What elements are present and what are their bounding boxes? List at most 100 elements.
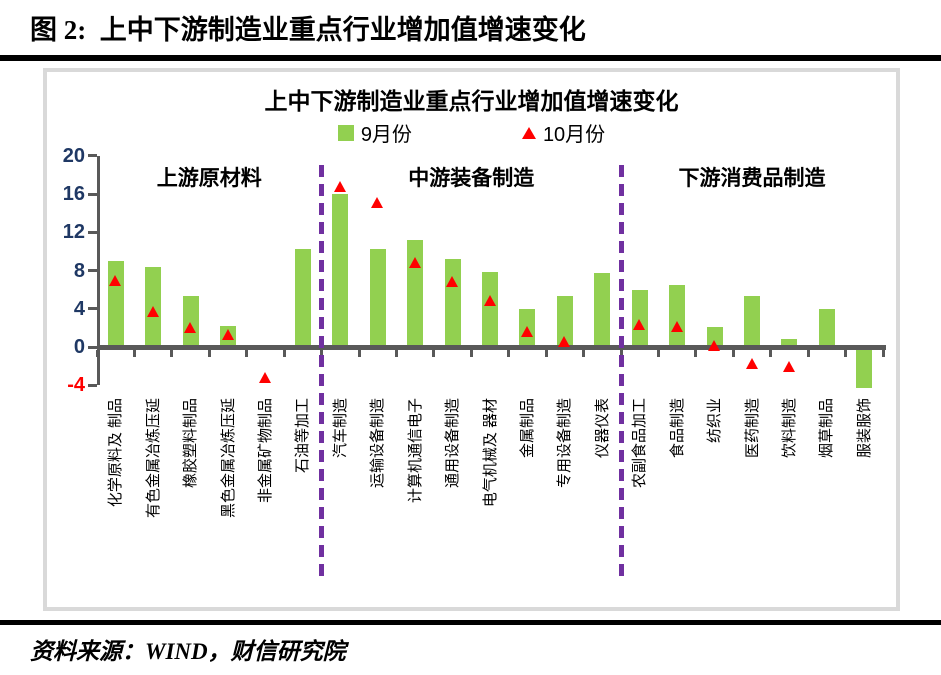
section-divider (618, 165, 624, 582)
section-title: 上游原材料 (156, 167, 262, 190)
x-axis-tick (132, 349, 136, 357)
x-axis-tick (806, 349, 810, 357)
bar-september (631, 289, 648, 347)
y-axis-tick-label: 16 (62, 183, 85, 205)
bar-september (856, 347, 873, 389)
triangle-swatch-icon (521, 126, 536, 139)
bar-september (594, 273, 611, 347)
bar-september (781, 339, 798, 347)
x-axis-tick (582, 349, 586, 357)
y-axis-tick-label: 8 (73, 259, 85, 282)
bar-september (444, 259, 461, 347)
bar-september (744, 296, 761, 347)
y-axis-tick-label: 20 (62, 144, 85, 167)
chart-legend: 9月份 10月份 (47, 118, 896, 147)
chart-title: 上中下游制造业重点行业增加值增速变化 (264, 88, 679, 114)
marker-october (446, 275, 459, 287)
bar-september (556, 296, 573, 347)
x-axis-tick (207, 349, 211, 357)
legend-item-october: 10月份 (521, 118, 606, 147)
marker-october (708, 339, 721, 351)
chart-container: 上中下游制造业重点行业增加值增速变化 9月份 10月份 20 16 12 8 4 0 -4 上… (43, 68, 900, 611)
x-axis-tick (245, 349, 249, 357)
bar-swatch-icon (337, 124, 354, 141)
x-axis-tick (357, 349, 361, 357)
x-axis-label: 服装服饰 (855, 398, 873, 459)
x-axis-tick (95, 349, 99, 357)
x-axis-label: 化学原料及 制品 (107, 398, 125, 508)
section-divider (319, 165, 325, 582)
figure-caption: 图 2: 上中下游制造业重点行业增加值增速变化 (30, 15, 586, 45)
x-axis-label: 黑色金属冶炼压延 (219, 398, 237, 519)
y-axis-tick (88, 345, 97, 349)
y-axis-tick (88, 154, 97, 158)
y-axis-tick-label: 4 (73, 297, 85, 320)
x-axis-tick (282, 349, 286, 357)
marker-october (371, 197, 384, 209)
x-axis-tick (881, 349, 885, 357)
x-axis-tick (170, 349, 174, 357)
x-axis-label: 农副食品加工 (631, 398, 649, 489)
y-axis-line (97, 155, 100, 386)
x-axis-label: 纺织业 (706, 398, 724, 444)
x-axis-tick (432, 349, 436, 357)
x-axis-line (97, 344, 887, 350)
x-axis-label: 专用设备制造 (556, 398, 574, 489)
plot-area: 20 16 12 8 4 0 -4 上游原材料 中游装备制造 下游消费品制造 化学原料及 制品 有色金… (47, 72, 896, 607)
y-axis-tick (88, 192, 97, 196)
y-axis-tick-label: 0 (73, 336, 85, 358)
section-title: 下游消费品制造 (678, 167, 826, 190)
bar-september (332, 194, 349, 347)
x-axis-label: 运输设备制造 (369, 398, 387, 489)
x-axis-label: 饮料制造 (780, 398, 798, 459)
x-axis-tick (694, 349, 698, 357)
x-axis-label: 烟草制品 (818, 398, 836, 459)
y-axis-tick (88, 383, 97, 387)
bar-september (294, 248, 311, 347)
x-axis-tick (844, 349, 848, 357)
marker-october (745, 357, 758, 369)
x-axis-label: 汽车制造 (331, 398, 349, 459)
x-axis-tick (394, 349, 398, 357)
marker-october (109, 274, 122, 286)
bar-september (482, 272, 498, 347)
x-axis-label: 非金属矿物制品 (256, 398, 274, 504)
marker-october (184, 322, 197, 334)
x-axis-label: 电气机械及 器材 (481, 398, 499, 508)
x-axis-label: 有色金属冶炼压延 (144, 398, 162, 519)
x-axis-label: 橡胶塑料制品 (182, 398, 200, 489)
marker-october (333, 180, 346, 192)
x-axis-tick (469, 349, 473, 357)
y-axis-tick-label: -4 (67, 374, 85, 397)
marker-october (221, 329, 234, 341)
legend-label-september: 9月份 (360, 124, 412, 146)
legend-item-september: 9月份 (337, 118, 412, 147)
x-axis-tick (544, 349, 548, 357)
y-axis-tick (88, 307, 97, 311)
top-divider (0, 55, 941, 61)
x-axis-label: 食品制造 (668, 398, 686, 459)
x-axis-tick (656, 349, 660, 357)
section-title: 中游装备制造 (408, 167, 535, 190)
legend-label-october: 10月份 (542, 124, 606, 146)
x-axis-label: 医药制造 (743, 398, 761, 459)
x-axis-label: 通用设备制造 (444, 398, 462, 489)
x-axis-tick (731, 349, 735, 357)
x-axis-tick (507, 349, 511, 357)
bar-september (669, 284, 686, 347)
marker-october (782, 360, 795, 372)
x-axis-label: 石油等加工 (294, 398, 312, 474)
bar-september (182, 296, 199, 347)
marker-october (520, 326, 533, 338)
bottom-divider (0, 620, 941, 625)
marker-october (633, 318, 646, 330)
marker-october (146, 306, 159, 318)
x-axis-label: 仪器仪表 (593, 398, 611, 459)
marker-october (408, 257, 421, 269)
marker-october (558, 335, 571, 347)
x-axis-label: 计算机通信电子 (406, 398, 424, 504)
bar-september (369, 249, 386, 347)
marker-october (670, 321, 683, 333)
bar-september (407, 239, 424, 347)
marker-october (258, 372, 271, 384)
